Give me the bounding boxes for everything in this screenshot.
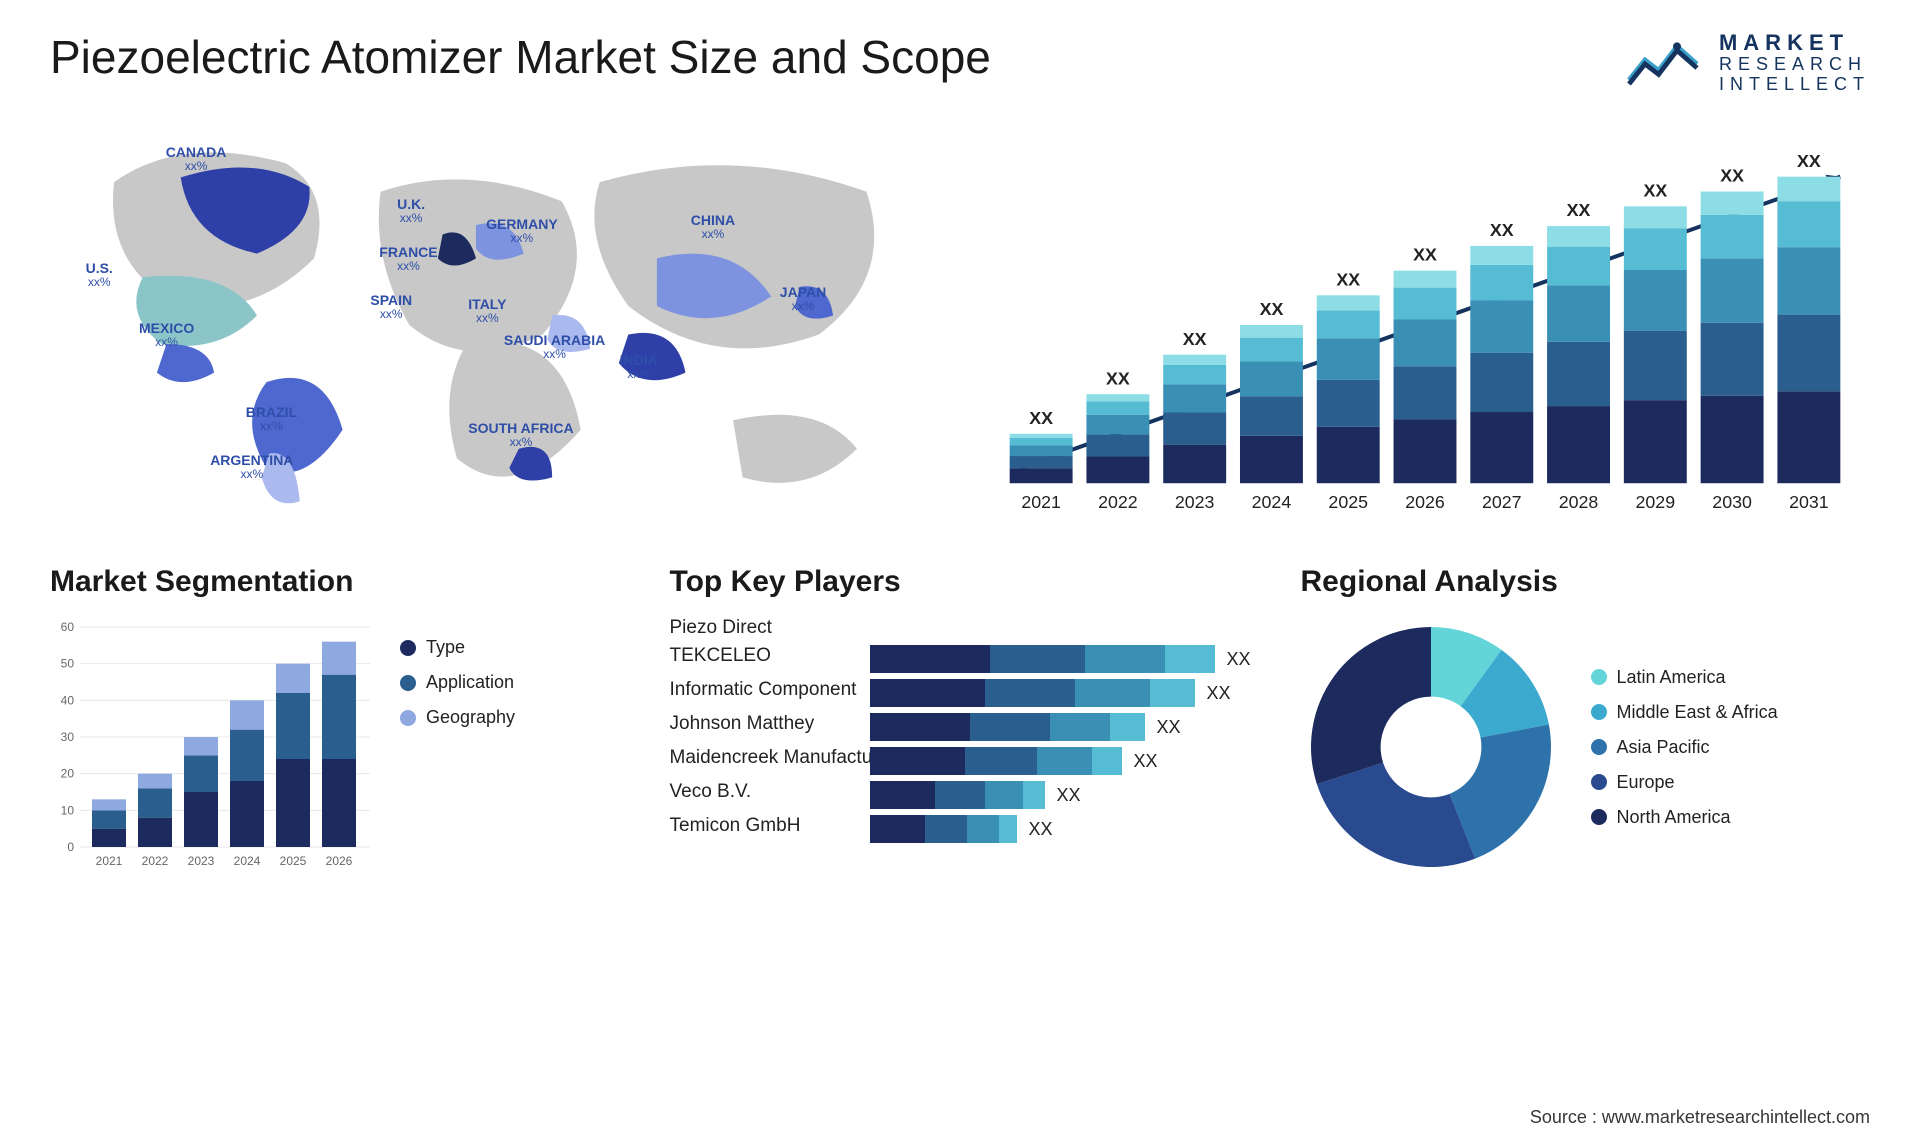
player-row: Piezo Direct (670, 617, 1251, 639)
country-label: JAPANxx% (780, 285, 826, 314)
legend-item: Application (400, 672, 515, 693)
brand-logo: MARKET RESEARCH INTELLECT (1625, 30, 1870, 95)
forecast-chart: XX 2021 XX 2022 XX 2023 XX 2024 XX 2025 XX 2026 XX 20… (980, 125, 1870, 525)
svg-text:XX: XX (1260, 299, 1284, 319)
legend-item: Europe (1591, 772, 1778, 793)
legend-item: Asia Pacific (1591, 737, 1778, 758)
regional-legend: Latin America Middle East & Africa Asia Pa… (1591, 667, 1778, 828)
svg-text:2026: 2026 (1405, 492, 1445, 512)
svg-text:XX: XX (1029, 408, 1053, 428)
country-label: MEXICOxx% (139, 321, 194, 350)
legend-item: North America (1591, 807, 1778, 828)
svg-text:2027: 2027 (1482, 492, 1522, 512)
player-value: XX (1227, 649, 1251, 670)
svg-text:2024: 2024 (234, 854, 261, 868)
regional-panel: Regional Analysis Latin America Middle Ea… (1301, 565, 1871, 877)
player-bar (870, 747, 1122, 775)
svg-text:2026: 2026 (326, 854, 353, 868)
country-label: SOUTH AFRICAxx% (468, 421, 573, 450)
country-label: FRANCExx% (379, 245, 437, 274)
brand-logo-icon (1625, 30, 1705, 95)
player-row: Johnson MattheyXX (670, 713, 1251, 741)
player-bar (870, 815, 1017, 843)
svg-text:20: 20 (61, 767, 75, 781)
country-label: BRAZILxx% (246, 405, 297, 434)
legend-item: Latin America (1591, 667, 1778, 688)
key-players-list: Piezo Direct TEKCELEOXX Informatic Compone… (670, 617, 1251, 843)
country-label: SAUDI ARABIAxx% (504, 333, 605, 362)
regional-donut-chart (1301, 617, 1561, 877)
svg-text:2022: 2022 (1098, 492, 1138, 512)
svg-text:XX: XX (1413, 245, 1437, 265)
svg-text:2025: 2025 (280, 854, 307, 868)
segmentation-title: Market Segmentation (50, 565, 620, 599)
country-label: CANADAxx% (166, 145, 227, 174)
player-row: Maidencreek ManufacturingXX (670, 747, 1251, 775)
svg-text:XX: XX (1797, 151, 1821, 171)
brand-name-3: INTELLECT (1719, 75, 1870, 95)
key-players-title: Top Key Players (670, 565, 1251, 599)
country-label: GERMANYxx% (486, 217, 558, 246)
svg-text:2031: 2031 (1789, 492, 1829, 512)
svg-text:XX: XX (1643, 180, 1667, 200)
svg-text:0: 0 (67, 840, 74, 854)
svg-text:2022: 2022 (142, 854, 169, 868)
svg-text:2029: 2029 (1636, 492, 1676, 512)
svg-text:2030: 2030 (1712, 492, 1752, 512)
svg-text:60: 60 (61, 620, 75, 634)
brand-name-1: MARKET (1719, 31, 1870, 55)
svg-text:2023: 2023 (188, 854, 215, 868)
svg-text:XX: XX (1720, 166, 1744, 186)
country-label: U.S.xx% (86, 261, 113, 290)
svg-text:40: 40 (61, 693, 75, 707)
player-row: Informatic ComponentXX (670, 679, 1251, 707)
svg-text:2025: 2025 (1328, 492, 1368, 512)
segmentation-panel: Market Segmentation 0 10 20 30 40 50 60 2021 202… (50, 565, 620, 877)
country-label: ARGENTINAxx% (210, 453, 293, 482)
player-value: XX (1057, 785, 1081, 806)
player-bar (870, 781, 1045, 809)
svg-text:XX: XX (1490, 220, 1514, 240)
player-value: XX (1157, 717, 1181, 738)
brand-name-2: RESEARCH (1719, 55, 1870, 75)
svg-text:30: 30 (61, 730, 75, 744)
player-row: TEKCELEOXX (670, 645, 1251, 673)
player-name: Piezo Direct (670, 617, 1251, 639)
player-row: Temicon GmbHXX (670, 815, 1251, 843)
svg-text:XX: XX (1336, 269, 1360, 289)
country-label: CHINAxx% (691, 213, 735, 242)
country-label: U.K.xx% (397, 197, 425, 226)
legend-item: Geography (400, 707, 515, 728)
svg-text:2021: 2021 (1021, 492, 1061, 512)
segmentation-chart: 0 10 20 30 40 50 60 2021 2022 2023 2024 2025 2026 (50, 617, 370, 877)
regional-title: Regional Analysis (1301, 565, 1871, 599)
country-label: ITALYxx% (468, 297, 506, 326)
svg-text:2024: 2024 (1252, 492, 1292, 512)
country-label: SPAINxx% (370, 293, 412, 322)
svg-text:2028: 2028 (1559, 492, 1599, 512)
world-map-panel: CANADAxx% U.S.xx% MEXICOxx% BRAZILxx% ARGENT… (50, 125, 940, 525)
legend-item: Type (400, 637, 515, 658)
svg-text:XX: XX (1567, 200, 1591, 220)
svg-text:XX: XX (1106, 368, 1130, 388)
player-bar (870, 713, 1145, 741)
player-bar (870, 679, 1195, 707)
svg-text:50: 50 (61, 657, 75, 671)
legend-item: Middle East & Africa (1591, 702, 1778, 723)
player-bar (870, 645, 1215, 673)
player-value: XX (1029, 819, 1053, 840)
source-attribution: Source : www.marketresearchintellect.com (1530, 1107, 1870, 1128)
key-players-panel: Top Key Players Piezo Direct TEKCELEOXX In… (670, 565, 1251, 877)
player-value: XX (1134, 751, 1158, 772)
svg-text:2021: 2021 (96, 854, 123, 868)
svg-text:2023: 2023 (1175, 492, 1215, 512)
country-label: INDIAxx% (620, 353, 658, 382)
svg-text:XX: XX (1183, 329, 1207, 349)
page-title: Piezoelectric Atomizer Market Size and S… (50, 30, 991, 84)
player-row: Veco B.V.XX (670, 781, 1251, 809)
segmentation-legend: Type Application Geography (400, 617, 515, 728)
player-value: XX (1207, 683, 1231, 704)
svg-text:10: 10 (61, 803, 75, 817)
